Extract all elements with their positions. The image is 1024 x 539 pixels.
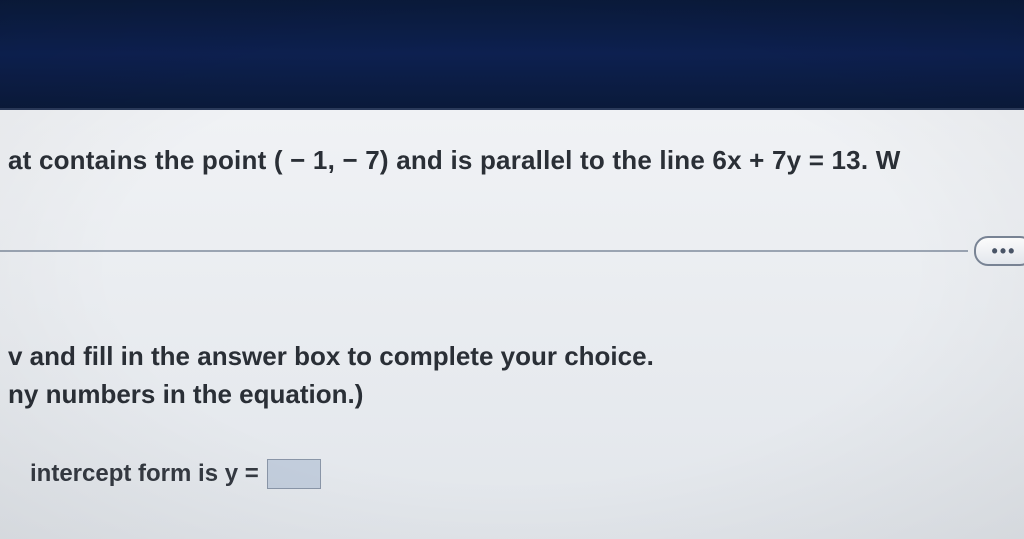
divider-line — [0, 250, 968, 252]
answer-prefix-label: intercept form is y = — [30, 460, 259, 488]
question-text: at contains the point ( − 1, − 7) and is… — [0, 145, 1024, 176]
instruction-block: v and fill in the answer box to complete… — [0, 338, 1024, 413]
header-bar — [0, 0, 1024, 110]
answer-row: intercept form is y = — [0, 459, 1024, 489]
instruction-line-2: ny numbers in the equation.) — [8, 376, 1024, 414]
content-area: at contains the point ( − 1, − 7) and is… — [0, 110, 1024, 539]
more-options-button[interactable]: ••• — [974, 236, 1024, 266]
answer-input[interactable] — [267, 459, 321, 489]
divider-row: ••• — [0, 234, 1024, 268]
instruction-line-1: v and fill in the answer box to complete… — [8, 338, 1024, 376]
dots-icon: ••• — [992, 241, 1017, 262]
